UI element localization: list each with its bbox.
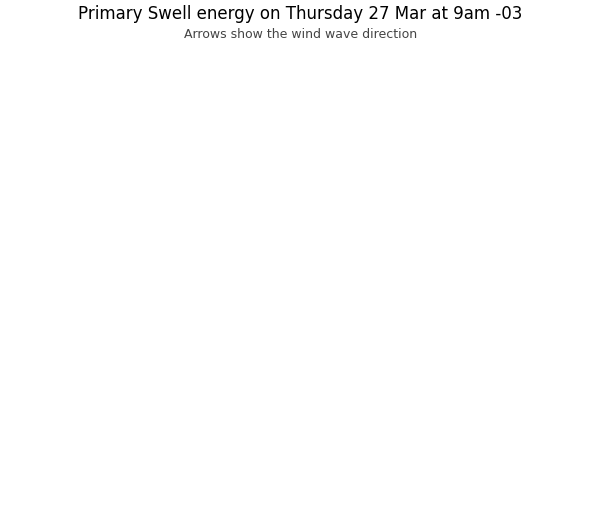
Text: Primary Swell energy on Thursday 27 Mar at 9am -03: Primary Swell energy on Thursday 27 Mar … bbox=[78, 5, 523, 23]
Text: Arrows show the wind wave direction: Arrows show the wind wave direction bbox=[184, 28, 417, 42]
